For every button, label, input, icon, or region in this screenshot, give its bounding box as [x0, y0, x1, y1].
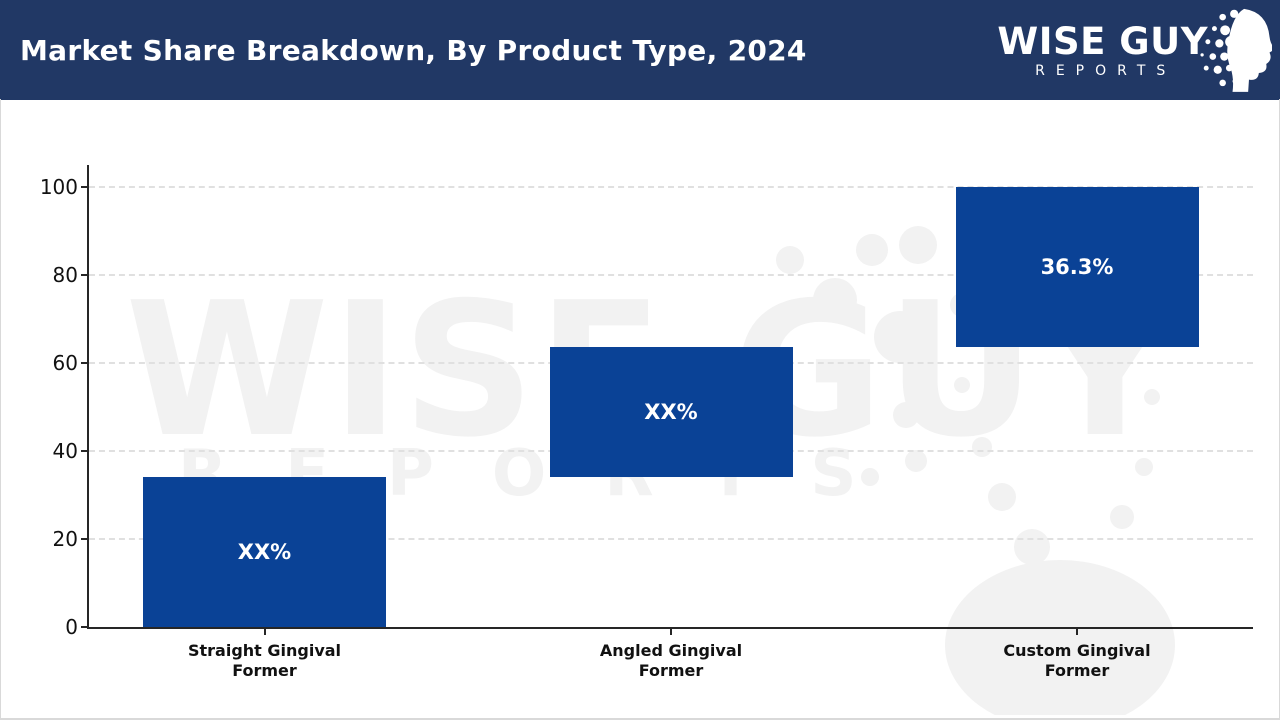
y-gridline: [89, 186, 1253, 188]
y-axis-tick: [81, 450, 88, 452]
y-axis-tick: [81, 274, 88, 276]
y-axis-tick: [81, 626, 88, 628]
x-axis-category-label: Custom Gingival Former: [1003, 641, 1151, 680]
bar-segment: XX%: [143, 477, 386, 627]
y-gridline: [89, 538, 1253, 540]
y-axis-tick: [81, 362, 88, 364]
x-axis-tick: [1076, 629, 1078, 635]
x-axis-category-label: Straight Gingival Former: [187, 641, 342, 680]
header-bar: Market Share Breakdown, By Product Type,…: [0, 0, 1280, 100]
bar-value-label: XX%: [644, 400, 698, 425]
logo-wordmark: WISE GUY REPORTS: [997, 23, 1208, 78]
logo-name-top: WISE GUY: [997, 19, 1208, 63]
bar-value-label: XX%: [237, 540, 292, 565]
wise-guy-reports-logo: WISE GUY REPORTS: [997, 6, 1272, 94]
y-axis-tick: [81, 538, 88, 540]
y-axis-tick-label: 40: [52, 439, 78, 463]
y-axis-tick-label: 20: [52, 527, 78, 551]
y-axis-tick-label: 100: [39, 175, 78, 199]
y-axis-tick-label: 80: [52, 263, 78, 287]
bar-segment: 36.3%: [955, 187, 1199, 347]
logo-head-icon: [1200, 8, 1272, 92]
y-gridline: [89, 274, 1253, 276]
y-axis-tick-label: 60: [52, 351, 78, 375]
y-axis-line: [87, 165, 89, 629]
y-axis-tick-label: 0: [65, 615, 78, 639]
x-axis-line: [87, 627, 1253, 629]
x-axis-category-label: Angled Gingival Former: [599, 641, 743, 680]
x-axis-tick: [263, 629, 266, 635]
bar-segment: XX%: [549, 346, 793, 478]
x-axis-tick: [670, 629, 672, 635]
logo-name-bottom: REPORTS: [1035, 62, 1177, 79]
bar-value-label: 36.3%: [1040, 254, 1114, 279]
y-axis-tick: [81, 186, 88, 188]
page-title: Market Share Breakdown, By Product Type,…: [20, 33, 807, 67]
